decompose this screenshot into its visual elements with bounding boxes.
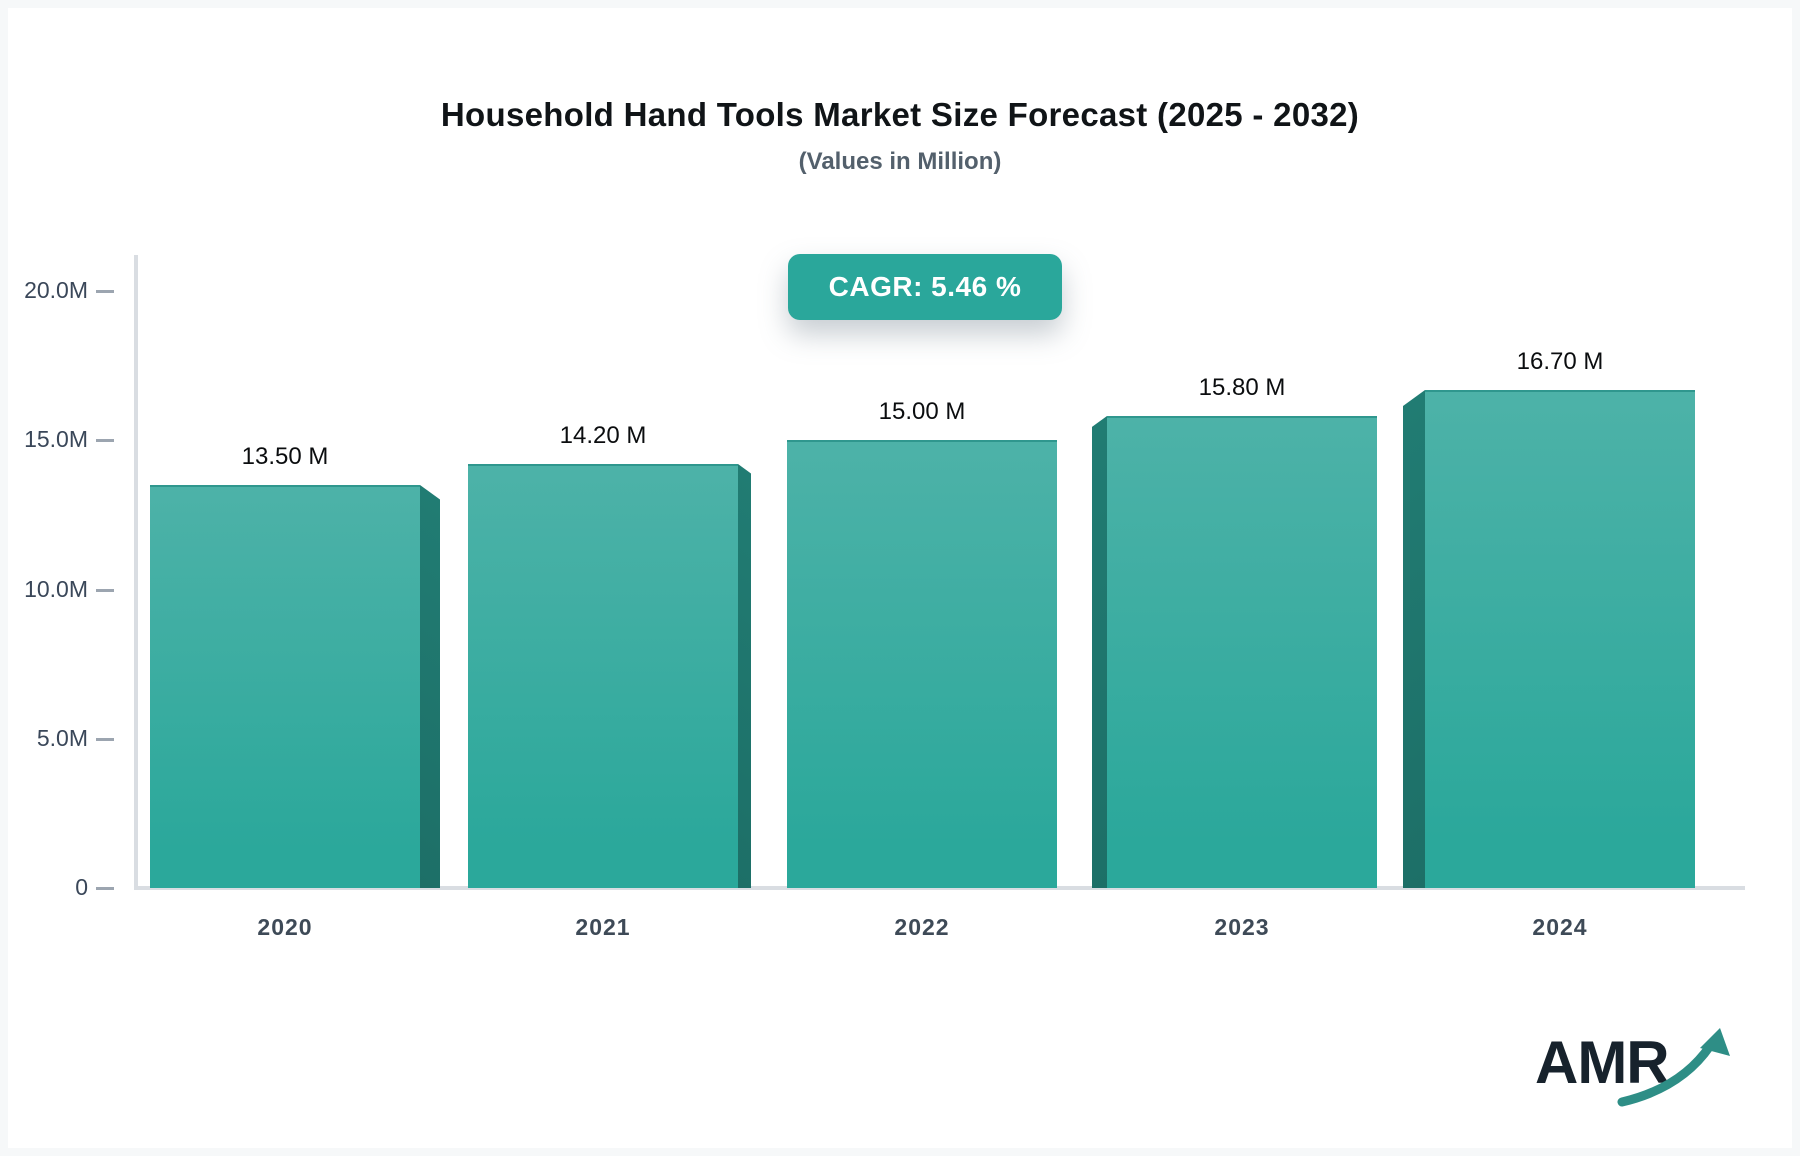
bar-2021 — [468, 464, 738, 888]
chart-subtitle: (Values in Million) — [798, 148, 1002, 175]
cagr-badge: CAGR: 5.46 % — [788, 254, 1062, 320]
y-axis-tick-mark — [96, 439, 114, 443]
bar-value-label: 14.20 M — [559, 422, 647, 449]
y-axis-tick-label: 20.0M — [24, 277, 88, 303]
bar-2024-3d-side — [1403, 390, 1425, 888]
x-axis-label: 2021 — [575, 914, 631, 940]
y-axis-tick-label: 0 — [75, 874, 88, 900]
brand-logo: AMR — [1530, 1026, 1750, 1116]
y-axis-tick-label: 5.0M — [36, 724, 88, 751]
bar-2023 — [1107, 416, 1377, 888]
x-axis-line — [134, 886, 1745, 890]
x-axis-label: 2024 — [1532, 914, 1588, 940]
bar-value-label: 15.80 M — [1198, 374, 1286, 401]
bar-value-label: 13.50 M — [241, 443, 329, 470]
bar-value-label: 16.70 M — [1516, 348, 1604, 375]
bar-2020-3d-side — [420, 485, 440, 888]
x-axis-label: 2020 — [257, 914, 313, 940]
y-axis-tick-label: 10.0M — [24, 575, 88, 602]
bar-2020 — [150, 485, 420, 888]
y-axis-line — [134, 255, 138, 890]
cagr-badge-label: CAGR: 5.46 % — [828, 271, 1022, 302]
bar-2022 — [787, 440, 1057, 888]
y-axis-tick-mark — [96, 290, 114, 293]
bar-value-label: 15.00 M — [878, 398, 966, 425]
y-axis-tick-mark — [96, 588, 114, 592]
y-axis-tick-mark — [96, 887, 114, 890]
growth-arrow-icon — [1617, 1028, 1730, 1107]
plot-area: 13.50 M 14.20 M 15.00 M 15.80 M 16.70 M — [134, 291, 1745, 888]
brand-logo-text: AMR — [1535, 1029, 1670, 1096]
bar-2024 — [1425, 390, 1695, 888]
y-axis-tick-label: 15.0M — [24, 426, 88, 453]
y-axis-tick-mark — [96, 737, 114, 741]
x-axis-label: 2023 — [1214, 914, 1270, 940]
bar-2021-3d-side — [738, 464, 751, 888]
chart-title: Household Hand Tools Market Size Forecas… — [440, 96, 1360, 133]
bar-2023-3d-side — [1092, 416, 1107, 888]
x-axis-label: 2022 — [894, 914, 950, 940]
